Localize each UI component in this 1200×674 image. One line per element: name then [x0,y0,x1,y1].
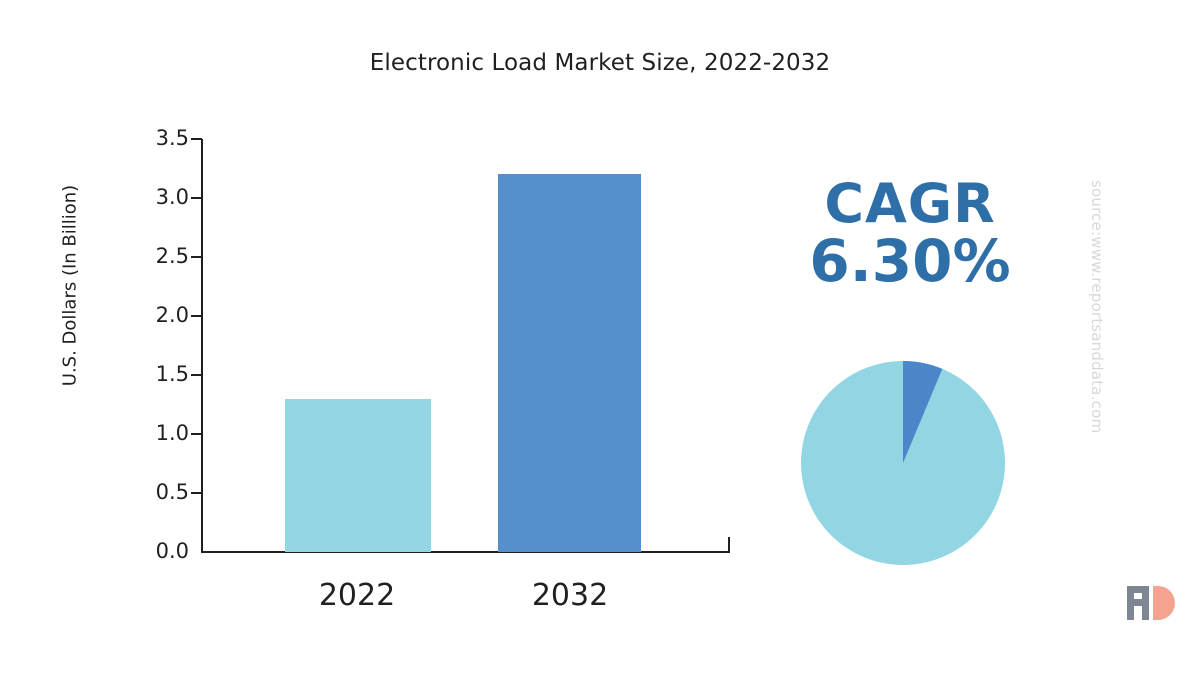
cagr-block: CAGR 6.30% [790,172,1030,295]
x-tick-label-2022: 2022 [318,578,396,613]
y-axis-title: U.S. Dollars (In Billion) [59,184,81,387]
y-tick-mark [191,138,202,140]
y-tick-label: 1.5 [155,362,189,386]
y-tick-mark [191,256,202,258]
logo-letter-r [1127,586,1149,620]
y-tick-label: 2.5 [155,244,189,268]
x-tick-label-2032: 2032 [531,578,609,613]
bar-2032 [498,174,641,552]
y-axis-tick-labels: 3.5 3.0 2.5 2.0 1.5 1.0 0.5 0.0 [133,0,189,674]
y-tick-label: 0.5 [155,480,189,504]
x-axis-left-cap [201,537,203,553]
y-tick-label: 3.0 [155,185,189,209]
y-tick-label: 3.5 [155,126,189,150]
x-axis-right-cap [728,537,730,553]
y-tick-label: 2.0 [155,303,189,327]
y-tick-mark [191,433,202,435]
x-axis-line [201,551,730,553]
y-tick-mark [191,315,202,317]
reports-and-data-logo [1127,586,1183,620]
page-title: Electronic Load Market Size, 2022-2032 [369,50,831,76]
bar-chart-panel: U.S. Dollars (In Billion) 3.5 3.0 2.5 2.… [59,0,730,674]
y-tick-label: 0.0 [155,539,189,563]
cagr-label: CAGR [824,172,996,235]
y-tick-mark [191,197,202,199]
cagr-value: 6.30% [809,226,1011,295]
bar-2022 [285,398,431,552]
y-tick-mark [191,492,202,494]
y-tick-label: 1.0 [155,421,189,445]
source-watermark: source:www.reportsanddata.com [1088,180,1106,434]
logo-svg [1127,586,1175,620]
y-axis-line [201,139,203,553]
logo-letter-d [1153,586,1175,620]
y-tick-mark [191,374,202,376]
pie-svg [801,361,1005,565]
pie-slice-cagr [903,361,943,463]
cagr-pie-chart [801,361,1005,565]
